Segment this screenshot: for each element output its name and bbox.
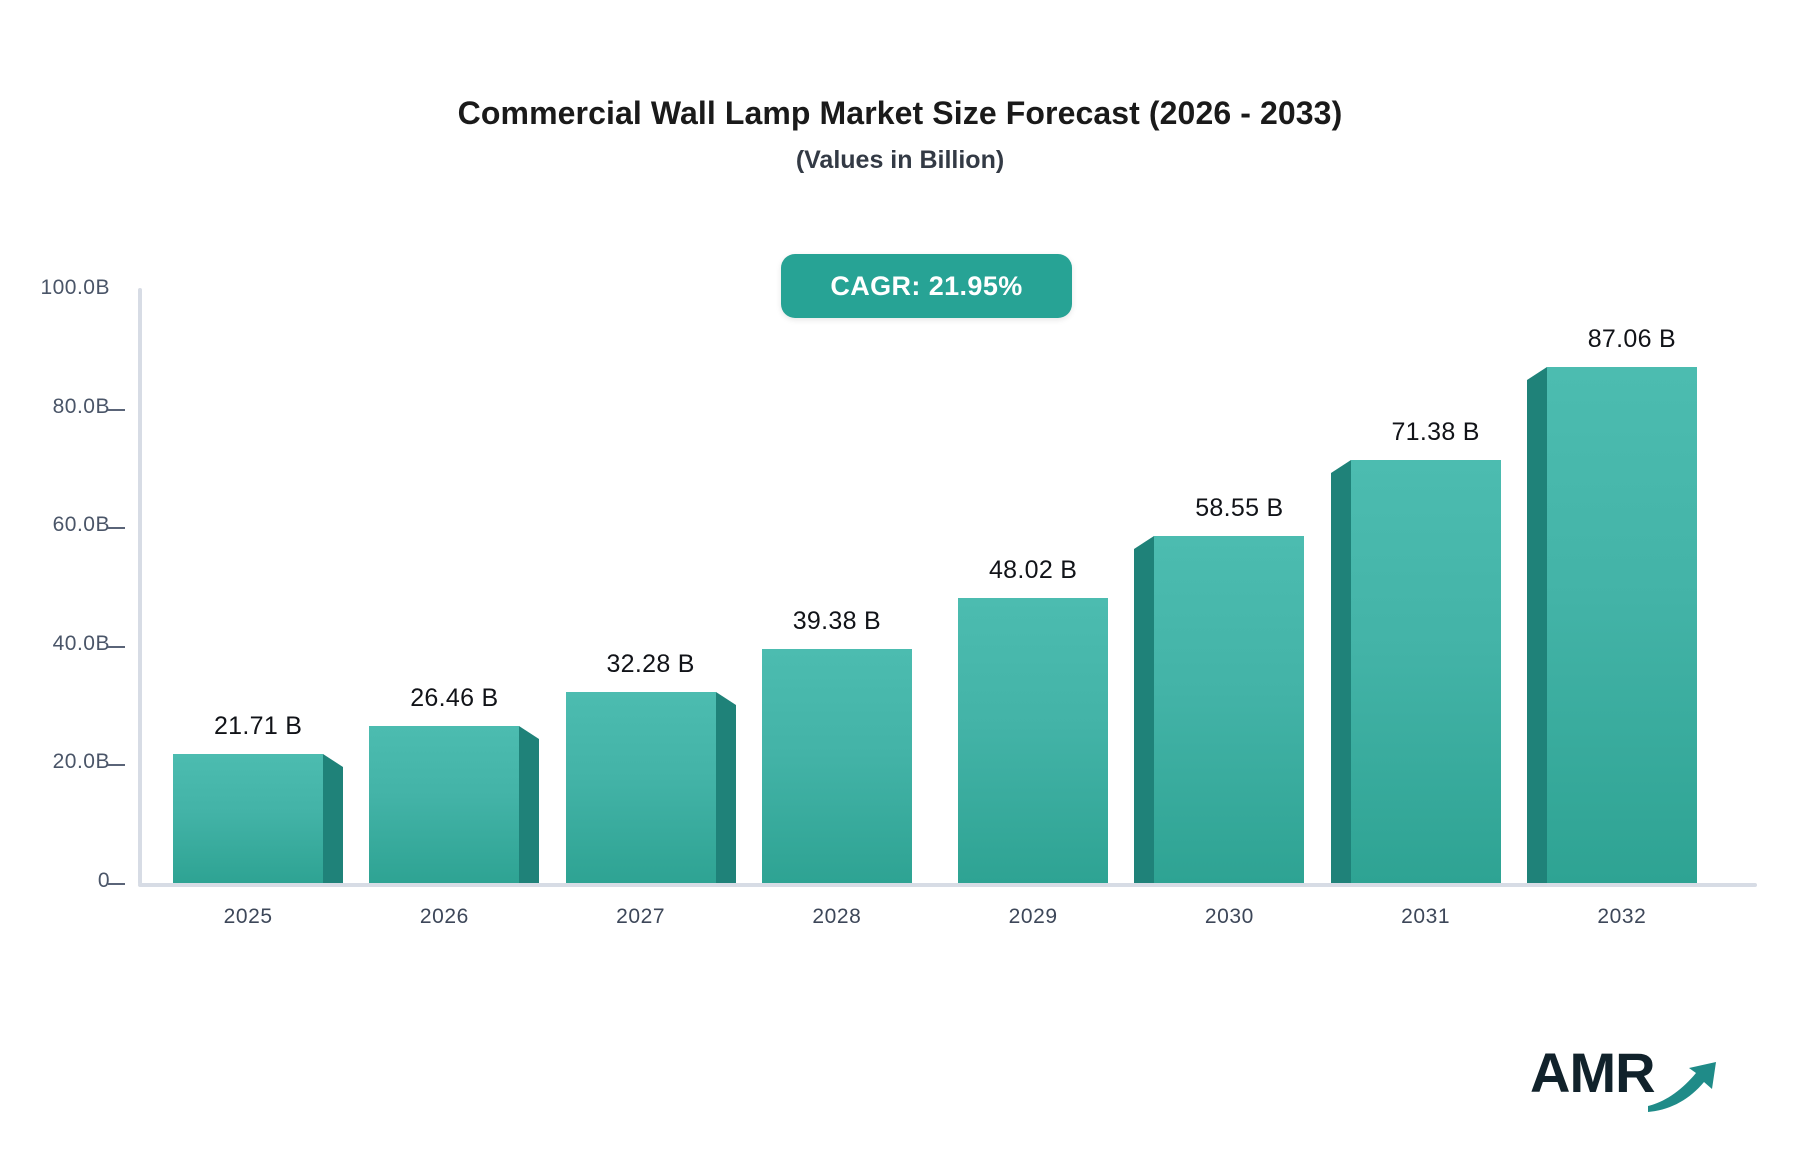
bar[interactable]: [1134, 535, 1305, 883]
y-axis-tick-label: 80.0B: [52, 394, 110, 418]
y-axis-tick-mark: [108, 645, 125, 648]
amr-logo: AMR: [1530, 1040, 1730, 1116]
bar-value-label: 26.46 B: [410, 684, 499, 713]
bar-front-face: [958, 598, 1109, 883]
bar-value-label: 58.55 B: [1195, 493, 1284, 522]
x-axis-line: [138, 883, 1757, 887]
bar[interactable]: [565, 691, 736, 883]
y-axis-tick-label: 40.0B: [52, 631, 110, 655]
y-axis-tick-label: 100.0B: [40, 276, 110, 299]
bar-front-face: [173, 754, 324, 883]
chart-title: Commercial Wall Lamp Market Size Forecas…: [457, 95, 1343, 131]
cagr-badge-label: CAGR: 21.95%: [830, 270, 1023, 301]
y-axis-tick-label: 0: [97, 869, 110, 892]
bar-value-label: 87.06 B: [1587, 324, 1677, 353]
y-axis-tick-mark: [108, 764, 125, 767]
x-axis-tick-label: 2027: [616, 905, 666, 928]
bar[interactable]: [761, 649, 912, 883]
chart-subtitle: (Values in Billion): [795, 146, 1005, 174]
bar-side-face: [519, 739, 540, 883]
bar-value-label: 21.71 B: [213, 712, 303, 741]
amr-logo-text: AMR: [1530, 1041, 1656, 1104]
x-axis-tick-label: 2028: [812, 905, 862, 928]
bar-front-face: [369, 726, 520, 883]
bar-front-face: [1350, 459, 1501, 883]
bar-top-bevel: [1330, 459, 1351, 473]
x-axis-tick-label: 2030: [1204, 905, 1254, 928]
bar-value-label: 48.02 B: [988, 556, 1078, 585]
bar-front-face: [761, 649, 912, 883]
bar-front-face: [565, 691, 716, 883]
x-axis-tick-label: 2025: [223, 905, 273, 928]
x-axis-tick-label: 2026: [419, 905, 469, 928]
bar-side-face: [1526, 379, 1547, 883]
bar-side-face: [323, 767, 344, 883]
bar-front-face: [1154, 535, 1305, 883]
bar-top-bevel: [715, 691, 736, 705]
bar-side-face: [715, 704, 736, 883]
y-axis-tick-label: 20.0B: [52, 750, 110, 774]
bar[interactable]: [369, 726, 540, 883]
y-axis-tick-mark: [108, 883, 125, 885]
y-axis-tick-mark: [108, 408, 125, 411]
y-axis-line: [138, 288, 142, 885]
cagr-badge: CAGR: 21.95%: [781, 254, 1072, 318]
bar-side-face: [1134, 548, 1155, 883]
bar-top-bevel: [323, 754, 344, 768]
bar-top-bevel: [1526, 366, 1547, 380]
bar-value-label: 32.28 B: [606, 649, 695, 678]
bar-front-face: [1546, 366, 1697, 883]
x-axis-tick-label: 2029: [1008, 905, 1058, 928]
bar-side-face: [1330, 472, 1351, 883]
bar[interactable]: [173, 754, 344, 883]
x-axis-tick-label: 2031: [1401, 905, 1451, 928]
bar-value-label: 39.38 B: [792, 607, 882, 636]
y-axis-tick-label: 60.0B: [52, 513, 110, 537]
x-axis-tick-label: 2032: [1597, 905, 1647, 928]
bar-top-bevel: [519, 726, 540, 740]
y-axis-tick-mark: [108, 527, 125, 530]
bar[interactable]: [1526, 366, 1697, 883]
bar[interactable]: [958, 598, 1109, 883]
bar[interactable]: [1330, 459, 1501, 883]
growth-arrow-icon: [1648, 1062, 1716, 1112]
bar-value-label: 71.38 B: [1391, 417, 1480, 446]
bar-top-bevel: [1134, 535, 1155, 549]
